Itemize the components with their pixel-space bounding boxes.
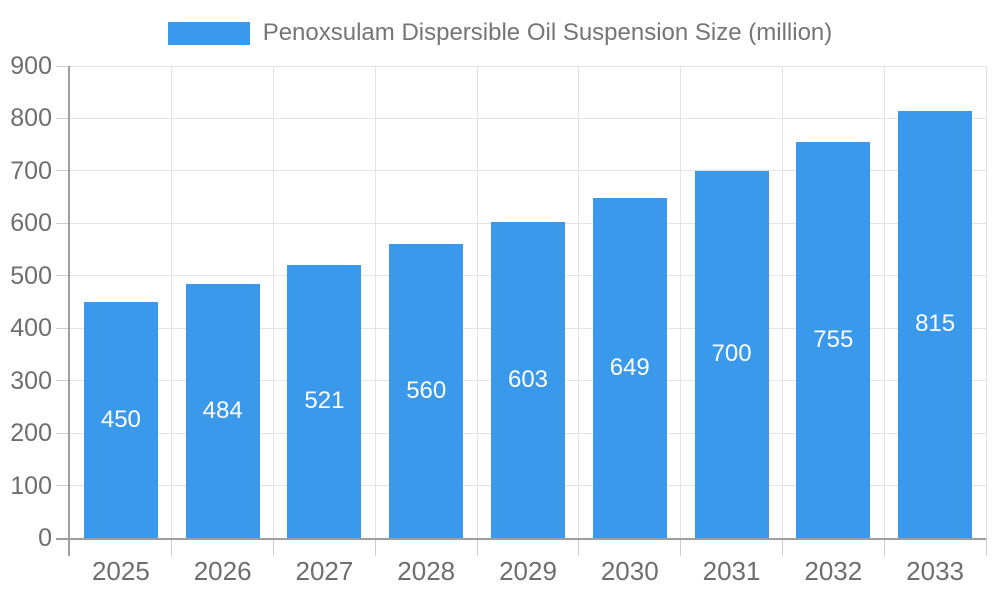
gridline-vertical bbox=[781, 66, 783, 538]
x-axis-label: 2027 bbox=[295, 556, 354, 586]
y-axis-label: 400 bbox=[10, 314, 52, 343]
x-axis-line bbox=[56, 538, 986, 540]
x-axis-tick bbox=[781, 538, 783, 556]
x-axis-tick bbox=[578, 538, 580, 556]
x-axis-label: 2026 bbox=[193, 556, 252, 586]
bar-2033[interactable]: 815 bbox=[898, 110, 973, 538]
bar-2027[interactable]: 521 bbox=[287, 264, 362, 538]
gridline-horizontal bbox=[70, 117, 986, 119]
bar-value-label: 450 bbox=[100, 406, 141, 433]
legend-label: Penoxsulam Dispersible Oil Suspension Si… bbox=[262, 19, 833, 46]
bar-value-label: 521 bbox=[304, 387, 345, 415]
y-axis-tick bbox=[56, 65, 68, 67]
legend[interactable]: Penoxsulam Dispersible Oil Suspension Si… bbox=[0, 17, 1000, 49]
gridline-vertical bbox=[476, 66, 478, 538]
bar-value-label: 700 bbox=[711, 340, 752, 368]
gridline-horizontal bbox=[70, 170, 986, 172]
y-axis-label: 200 bbox=[10, 419, 52, 448]
x-axis-tick bbox=[883, 538, 885, 556]
gridline-horizontal bbox=[70, 65, 986, 67]
x-axis-label: 2029 bbox=[499, 556, 557, 586]
y-axis-tick bbox=[56, 380, 68, 382]
y-axis-tick bbox=[56, 327, 68, 329]
x-axis-tick bbox=[985, 538, 987, 556]
x-axis-label: 2032 bbox=[804, 556, 863, 586]
bar-value-label: 649 bbox=[609, 353, 650, 381]
x-axis-tick bbox=[171, 538, 173, 556]
y-axis-tick bbox=[56, 222, 68, 224]
bar-2032[interactable]: 755 bbox=[796, 142, 871, 538]
x-axis-label: 2031 bbox=[702, 556, 761, 586]
bar-value-label: 560 bbox=[406, 377, 447, 405]
y-axis-tick bbox=[56, 432, 68, 434]
x-axis-label: 2028 bbox=[397, 556, 456, 586]
y-axis-tick bbox=[56, 117, 68, 119]
y-axis-label: 500 bbox=[10, 261, 52, 290]
gridline-vertical bbox=[374, 66, 376, 538]
x-axis-label: 2033 bbox=[906, 556, 965, 586]
y-axis-tick bbox=[56, 275, 68, 277]
bar-value-label: 815 bbox=[915, 310, 956, 338]
bar-value-label: 603 bbox=[507, 365, 549, 393]
y-axis-label: 800 bbox=[10, 104, 52, 133]
gridline-vertical bbox=[883, 66, 885, 538]
y-axis-label: 600 bbox=[10, 209, 52, 238]
bar-2030[interactable]: 649 bbox=[592, 197, 667, 538]
x-axis-label: 2030 bbox=[600, 556, 659, 586]
y-axis-tick bbox=[56, 170, 68, 172]
bar-2031[interactable]: 700 bbox=[694, 170, 769, 538]
x-axis-tick bbox=[680, 538, 682, 556]
y-axis-tick bbox=[56, 485, 68, 487]
y-axis-label: 0 bbox=[38, 524, 52, 552]
gridline-vertical bbox=[680, 66, 682, 538]
gridline-vertical bbox=[273, 66, 275, 538]
x-axis-tick bbox=[374, 538, 376, 556]
gridline-vertical bbox=[578, 66, 580, 538]
y-axis-label: 700 bbox=[10, 156, 52, 185]
bar-2026[interactable]: 484 bbox=[185, 284, 260, 538]
gridline-vertical bbox=[171, 66, 173, 538]
bar-2029[interactable]: 603 bbox=[491, 221, 565, 538]
bar-value-label: 755 bbox=[813, 326, 854, 353]
y-axis-label: 100 bbox=[10, 471, 52, 500]
x-axis-label: 2025 bbox=[91, 556, 150, 586]
y-axis-line bbox=[68, 66, 70, 556]
x-axis-tick bbox=[476, 538, 478, 556]
bar-2025[interactable]: 450 bbox=[83, 302, 158, 538]
gridline-vertical bbox=[985, 66, 987, 538]
bar-value-label: 484 bbox=[202, 397, 243, 425]
y-axis-label: 300 bbox=[10, 366, 52, 395]
legend-swatch bbox=[167, 21, 250, 45]
x-axis-tick bbox=[273, 538, 275, 556]
y-axis-label: 900 bbox=[10, 52, 52, 80]
bar-2028[interactable]: 560 bbox=[389, 244, 464, 538]
